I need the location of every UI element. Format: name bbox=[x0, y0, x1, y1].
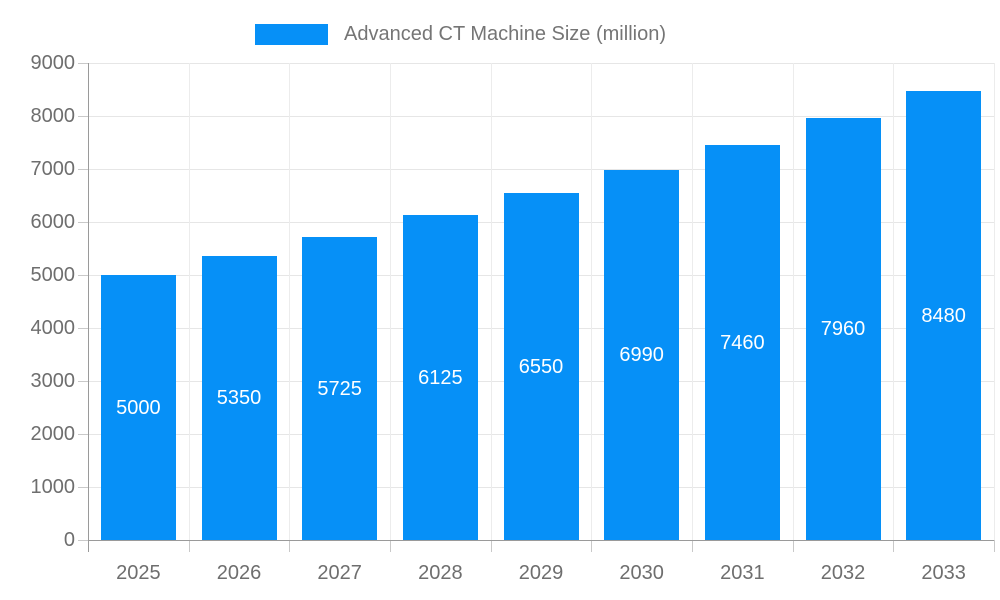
y-gridline bbox=[88, 63, 994, 64]
x-axis-label: 2031 bbox=[720, 562, 765, 584]
x-tick bbox=[390, 540, 391, 552]
x-tick bbox=[793, 540, 794, 552]
x-gridline bbox=[390, 63, 391, 540]
y-tick bbox=[78, 328, 88, 329]
x-gridline bbox=[491, 63, 492, 540]
x-tick bbox=[994, 540, 995, 552]
y-axis-label: 6000 bbox=[30, 211, 76, 233]
y-axis-label: 8000 bbox=[30, 105, 76, 127]
bar[interactable] bbox=[402, 215, 478, 540]
x-gridline bbox=[994, 63, 995, 540]
legend-item[interactable]: Advanced CT Machine Size (million) bbox=[255, 23, 666, 46]
x-tick bbox=[189, 540, 190, 552]
bar[interactable] bbox=[100, 275, 176, 540]
x-axis-label: 2025 bbox=[116, 562, 161, 584]
x-gridline bbox=[692, 63, 693, 540]
y-tick bbox=[78, 63, 88, 64]
x-tick bbox=[893, 540, 894, 552]
y-axis-label: 9000 bbox=[30, 52, 76, 74]
bar[interactable] bbox=[201, 256, 277, 540]
y-gridline bbox=[88, 116, 994, 117]
y-tick bbox=[78, 540, 88, 541]
y-axis-line bbox=[88, 63, 89, 552]
y-gridline bbox=[88, 169, 994, 170]
x-gridline bbox=[189, 63, 190, 540]
x-gridline bbox=[591, 63, 592, 540]
x-axis-label: 2030 bbox=[619, 562, 664, 584]
y-axis-label: 7000 bbox=[30, 158, 76, 180]
y-tick bbox=[78, 487, 88, 488]
x-axis-label: 2032 bbox=[820, 562, 866, 584]
legend-label: Advanced CT Machine Size (million) bbox=[344, 23, 666, 45]
x-tick bbox=[289, 540, 290, 552]
x-axis-label: 2027 bbox=[317, 562, 362, 584]
y-axis-label: 4000 bbox=[30, 317, 76, 339]
x-axis-label: 2029 bbox=[518, 562, 564, 584]
x-tick bbox=[491, 540, 492, 552]
x-gridline bbox=[289, 63, 290, 540]
legend-swatch bbox=[255, 24, 328, 45]
bar[interactable] bbox=[604, 170, 680, 540]
y-tick bbox=[78, 116, 88, 117]
x-axis-label: 2033 bbox=[921, 562, 966, 584]
y-tick bbox=[78, 381, 88, 382]
y-tick bbox=[78, 434, 88, 435]
bar[interactable] bbox=[503, 193, 579, 540]
y-axis-label: 0 bbox=[63, 529, 75, 551]
x-gridline bbox=[793, 63, 794, 540]
y-axis-label: 1000 bbox=[30, 476, 76, 498]
y-tick bbox=[78, 222, 88, 223]
y-axis-label: 5000 bbox=[30, 264, 76, 286]
y-axis-label: 2000 bbox=[30, 423, 76, 445]
y-tick bbox=[78, 169, 88, 170]
y-axis-label: 3000 bbox=[30, 370, 76, 392]
bar[interactable] bbox=[704, 145, 780, 540]
bar[interactable] bbox=[302, 237, 378, 540]
y-tick bbox=[78, 275, 88, 276]
bar[interactable] bbox=[906, 91, 982, 540]
x-axis-line bbox=[88, 540, 994, 541]
x-tick bbox=[591, 540, 592, 552]
x-tick bbox=[692, 540, 693, 552]
x-axis-label: 2026 bbox=[216, 562, 262, 584]
x-axis-label: 2028 bbox=[418, 562, 463, 584]
bar[interactable] bbox=[805, 118, 881, 540]
x-gridline bbox=[893, 63, 894, 540]
